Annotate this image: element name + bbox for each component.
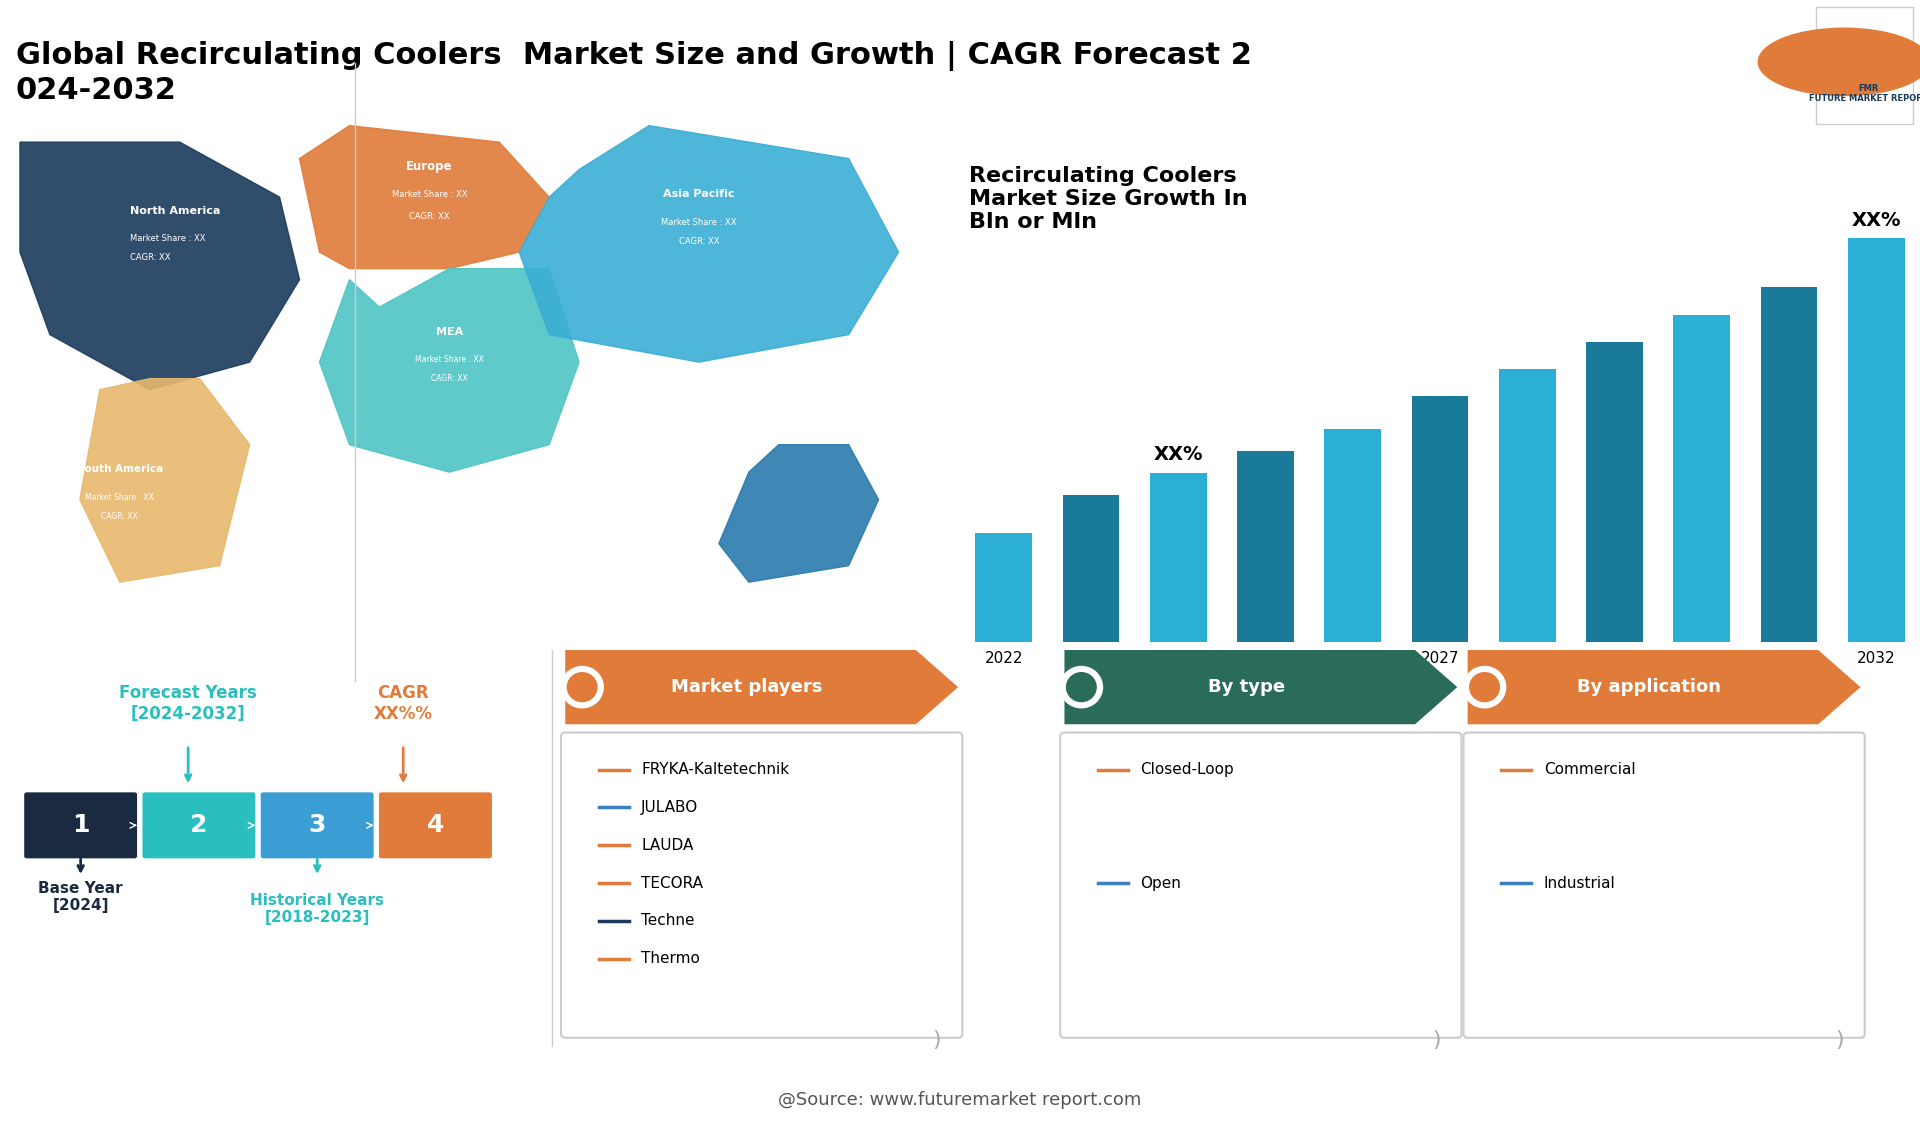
Text: Europe: Europe bbox=[405, 159, 453, 173]
Text: TECORA: TECORA bbox=[641, 876, 703, 890]
Circle shape bbox=[1068, 673, 1096, 701]
Text: 3: 3 bbox=[309, 814, 326, 838]
Polygon shape bbox=[81, 378, 250, 582]
Text: Market players: Market players bbox=[672, 678, 822, 696]
Polygon shape bbox=[518, 126, 899, 362]
Bar bbox=[1761, 288, 1818, 642]
Text: 4: 4 bbox=[426, 814, 444, 838]
Polygon shape bbox=[718, 445, 879, 582]
Text: South America: South America bbox=[77, 464, 163, 474]
Circle shape bbox=[1463, 667, 1505, 708]
Polygon shape bbox=[1064, 650, 1457, 724]
FancyBboxPatch shape bbox=[1463, 732, 1864, 1038]
Polygon shape bbox=[1467, 650, 1860, 724]
Bar bbox=[1411, 397, 1469, 642]
FancyBboxPatch shape bbox=[142, 792, 255, 858]
Text: Forecast Years
[2024-2032]: Forecast Years [2024-2032] bbox=[119, 684, 257, 723]
Circle shape bbox=[1471, 673, 1500, 701]
Text: CAGR: XX: CAGR: XX bbox=[409, 212, 449, 221]
Text: 2: 2 bbox=[190, 814, 207, 838]
Bar bbox=[1816, 7, 1912, 124]
Text: Open: Open bbox=[1140, 876, 1181, 890]
Text: XX%: XX% bbox=[1851, 211, 1901, 229]
Text: JULABO: JULABO bbox=[641, 800, 699, 815]
Text: FRYKA-Kaltetechnik: FRYKA-Kaltetechnik bbox=[641, 762, 789, 777]
Text: Commercial: Commercial bbox=[1544, 762, 1636, 777]
Bar bbox=[1325, 429, 1380, 642]
Text: By type: By type bbox=[1208, 678, 1284, 696]
Text: Asia Pacific: Asia Pacific bbox=[662, 189, 735, 199]
FancyBboxPatch shape bbox=[25, 792, 136, 858]
Bar bbox=[975, 533, 1033, 642]
Polygon shape bbox=[300, 126, 549, 268]
Text: Market Share : XX: Market Share : XX bbox=[660, 218, 737, 227]
Text: Market Share : XX: Market Share : XX bbox=[131, 234, 205, 243]
FancyBboxPatch shape bbox=[378, 792, 492, 858]
Bar bbox=[1847, 238, 1905, 642]
Text: CAGR: XX: CAGR: XX bbox=[678, 237, 720, 246]
Text: ): ) bbox=[1432, 1030, 1440, 1050]
Text: Base Year
[2024]: Base Year [2024] bbox=[38, 880, 123, 913]
Text: Historical Years
[2018-2023]: Historical Years [2018-2023] bbox=[250, 893, 384, 925]
Text: CAGR
XX%%: CAGR XX%% bbox=[374, 684, 432, 723]
Text: CAGR: XX: CAGR: XX bbox=[430, 375, 468, 384]
FancyBboxPatch shape bbox=[561, 732, 962, 1038]
FancyBboxPatch shape bbox=[261, 792, 374, 858]
Bar bbox=[1586, 342, 1644, 642]
Text: North America: North America bbox=[131, 205, 221, 215]
Text: XX%: XX% bbox=[1154, 445, 1204, 464]
Text: Closed-Loop: Closed-Loop bbox=[1140, 762, 1235, 777]
Text: FMR
FUTURE MARKET REPORT: FMR FUTURE MARKET REPORT bbox=[1809, 84, 1920, 103]
Bar bbox=[1062, 495, 1119, 642]
Text: ): ) bbox=[933, 1030, 941, 1050]
Circle shape bbox=[1060, 667, 1102, 708]
Text: 1: 1 bbox=[71, 814, 90, 838]
Text: LAUDA: LAUDA bbox=[641, 838, 693, 853]
Text: Industrial: Industrial bbox=[1544, 876, 1615, 890]
Circle shape bbox=[561, 667, 603, 708]
Polygon shape bbox=[319, 268, 580, 472]
Text: @Source: www.futuremarket report.com: @Source: www.futuremarket report.com bbox=[778, 1091, 1142, 1109]
Circle shape bbox=[568, 673, 597, 701]
Polygon shape bbox=[564, 650, 958, 724]
Text: Market Share : XX: Market Share : XX bbox=[415, 355, 484, 364]
Text: MEA: MEA bbox=[436, 327, 463, 337]
Text: Recirculating Coolers
Market Size Growth In
Bln or Mln: Recirculating Coolers Market Size Growth… bbox=[970, 166, 1248, 233]
Bar bbox=[1150, 473, 1206, 642]
Text: Market Share : XX: Market Share : XX bbox=[84, 493, 154, 502]
Text: ): ) bbox=[1836, 1030, 1843, 1050]
Bar bbox=[1500, 369, 1555, 642]
Text: By application: By application bbox=[1578, 678, 1720, 696]
Polygon shape bbox=[19, 142, 300, 390]
Circle shape bbox=[1757, 28, 1920, 96]
Bar bbox=[1236, 452, 1294, 642]
Text: Market Share : XX: Market Share : XX bbox=[392, 190, 467, 199]
FancyBboxPatch shape bbox=[1060, 732, 1461, 1038]
Text: Thermo: Thermo bbox=[641, 951, 701, 966]
Text: CAGR: XX: CAGR: XX bbox=[131, 253, 171, 262]
Text: Techne: Techne bbox=[641, 913, 695, 928]
Text: CAGR: XX: CAGR: XX bbox=[102, 512, 138, 521]
Text: Global Recirculating Coolers  Market Size and Growth | CAGR Forecast 2
024-2032: Global Recirculating Coolers Market Size… bbox=[15, 41, 1252, 104]
Bar bbox=[1674, 315, 1730, 642]
